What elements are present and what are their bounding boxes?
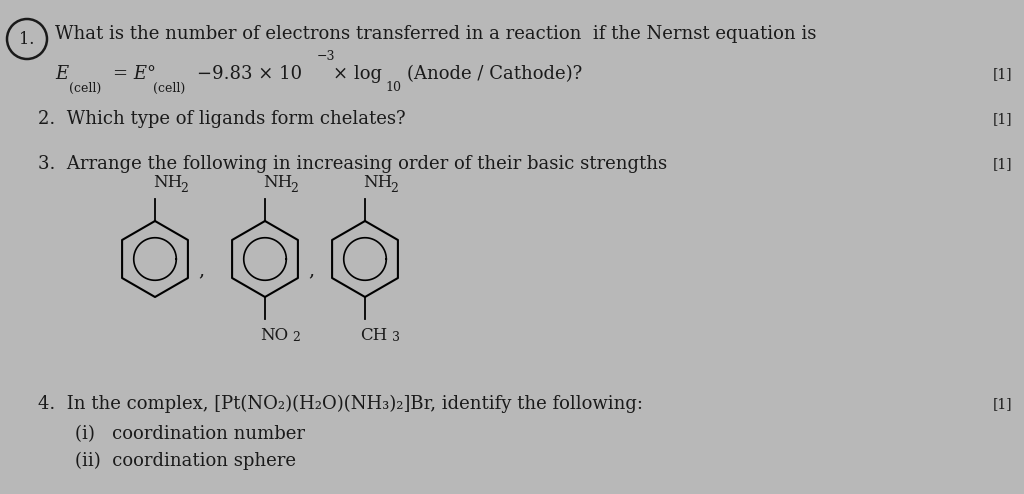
Text: 10: 10 bbox=[385, 82, 401, 94]
Text: E: E bbox=[55, 65, 69, 83]
Text: NH: NH bbox=[263, 174, 292, 191]
Text: = E°: = E° bbox=[113, 65, 156, 83]
Text: [1]: [1] bbox=[992, 397, 1012, 411]
Text: 2: 2 bbox=[290, 182, 298, 195]
Text: What is the number of electrons transferred in a reaction  if the Nernst equatio: What is the number of electrons transfer… bbox=[55, 25, 816, 43]
Text: 1.: 1. bbox=[19, 31, 35, 47]
Text: 3: 3 bbox=[392, 331, 400, 344]
Text: (i)   coordination number: (i) coordination number bbox=[75, 425, 305, 443]
Text: (Anode / Cathode)?: (Anode / Cathode)? bbox=[407, 65, 583, 83]
Text: −3: −3 bbox=[317, 50, 336, 64]
Text: [1]: [1] bbox=[992, 157, 1012, 171]
Text: 2.  Which type of ligands form chelates?: 2. Which type of ligands form chelates? bbox=[38, 110, 406, 128]
Text: NH: NH bbox=[153, 174, 182, 191]
Text: 2: 2 bbox=[180, 182, 187, 195]
Text: 2: 2 bbox=[292, 331, 300, 344]
Text: 3.  Arrange the following in increasing order of their basic strengths: 3. Arrange the following in increasing o… bbox=[38, 155, 667, 173]
Text: −9.83 × 10: −9.83 × 10 bbox=[197, 65, 302, 83]
Text: 2: 2 bbox=[390, 182, 398, 195]
Text: NH: NH bbox=[362, 174, 392, 191]
Text: (cell): (cell) bbox=[69, 82, 101, 94]
Text: ,: , bbox=[308, 261, 314, 280]
Text: × log: × log bbox=[333, 65, 382, 83]
Text: [1]: [1] bbox=[992, 112, 1012, 126]
Text: 4.  In the complex, [Pt(NO₂)(H₂O)(NH₃)₂]Br, identify the following:: 4. In the complex, [Pt(NO₂)(H₂O)(NH₃)₂]B… bbox=[38, 395, 643, 413]
Text: NO: NO bbox=[260, 327, 288, 344]
Text: CH: CH bbox=[360, 327, 387, 344]
Text: [1]: [1] bbox=[992, 67, 1012, 81]
Text: (cell): (cell) bbox=[153, 82, 185, 94]
Text: ,: , bbox=[198, 261, 204, 280]
Text: (ii)  coordination sphere: (ii) coordination sphere bbox=[75, 452, 296, 470]
